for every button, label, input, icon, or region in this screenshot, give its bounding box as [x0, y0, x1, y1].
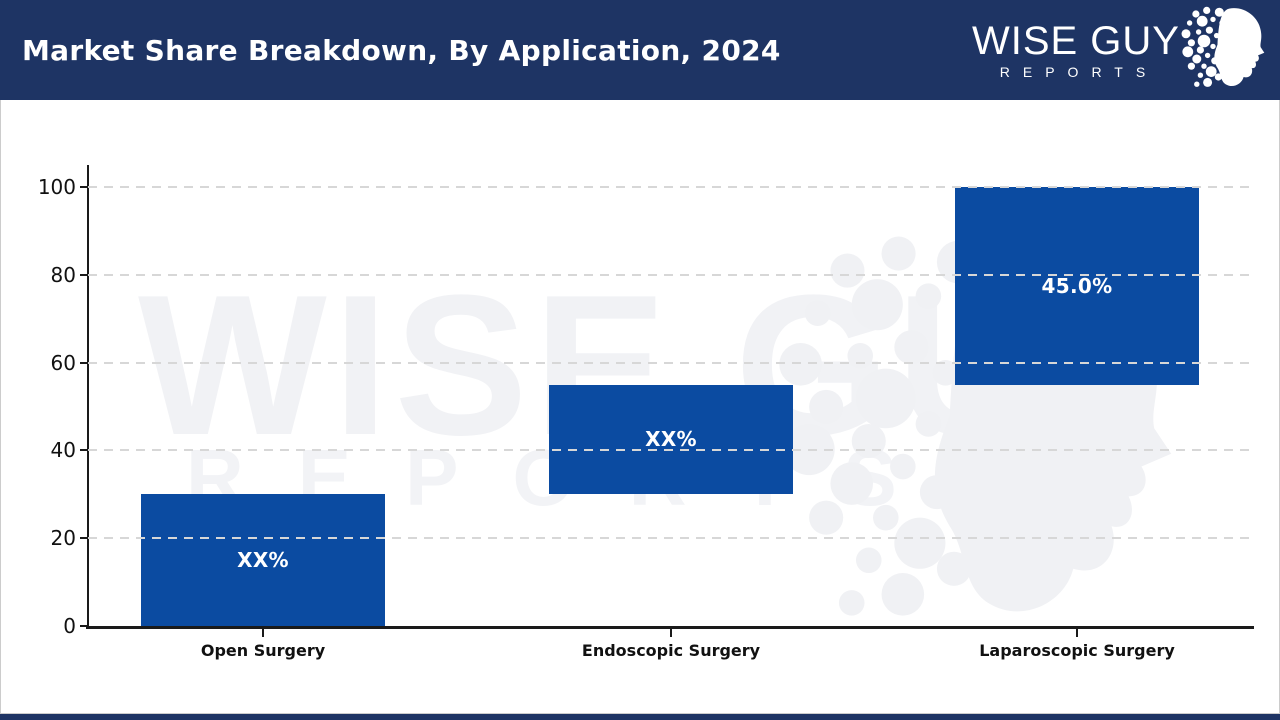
- y-tick-mark: [80, 449, 87, 452]
- header-bar: Market Share Breakdown, By Application, …: [0, 0, 1280, 100]
- bar-value-label: XX%: [645, 427, 697, 452]
- y-tick-mark: [80, 625, 87, 627]
- x-axis-line: [86, 626, 1254, 629]
- x-tick-label: Endoscopic Surgery: [581, 641, 761, 660]
- y-tick-label: 80: [50, 262, 76, 287]
- y-tick-mark: [80, 361, 87, 364]
- x-tick-label: Laparoscopic Surgery: [979, 641, 1175, 660]
- y-tick-mark: [80, 273, 87, 276]
- bar: XX%: [549, 384, 793, 495]
- y-tick-label: 20: [50, 526, 76, 551]
- y-tick-mark: [80, 537, 87, 540]
- gridline: [88, 273, 1253, 276]
- logo-head-icon: [1181, 6, 1265, 87]
- logo-wordmark: WISE GUY: [971, 18, 1180, 63]
- gridline: [88, 186, 1253, 188]
- bar: XX%: [141, 494, 385, 626]
- wise-guy-reports-logo: WISE GUY REPORTS: [972, 5, 1270, 95]
- gridline: [88, 537, 1253, 540]
- x-tick-mark: [1076, 629, 1078, 637]
- bar-value-label: 45.0%: [1041, 273, 1113, 298]
- y-tick-label: 100: [37, 175, 76, 199]
- page-title: Market Share Breakdown, By Application, …: [22, 33, 781, 67]
- y-axis-line: [87, 165, 89, 628]
- x-tick-label: Open Surgery: [200, 641, 326, 660]
- footer-bar: [0, 714, 1280, 720]
- y-tick-label: 40: [50, 438, 76, 463]
- bar-value-label: XX%: [237, 548, 289, 573]
- gridline: [88, 361, 1253, 364]
- y-tick-mark: [80, 186, 87, 188]
- y-tick-label: 0: [63, 614, 76, 638]
- bar: 45.0%: [955, 187, 1199, 385]
- x-tick-mark: [262, 629, 264, 637]
- y-tick-label: 60: [50, 350, 76, 375]
- gridline: [88, 449, 1253, 452]
- x-tick-mark: [670, 629, 672, 637]
- logo-text: WISE GUY REPORTS: [972, 21, 1180, 80]
- logo-subtitle: REPORTS: [999, 63, 1159, 80]
